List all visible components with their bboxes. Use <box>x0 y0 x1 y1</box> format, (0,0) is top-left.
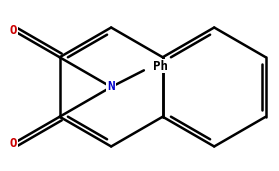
Text: N: N <box>107 81 115 94</box>
Text: O: O <box>9 24 17 37</box>
Text: O: O <box>9 137 17 150</box>
Text: Ph: Ph <box>153 60 168 73</box>
